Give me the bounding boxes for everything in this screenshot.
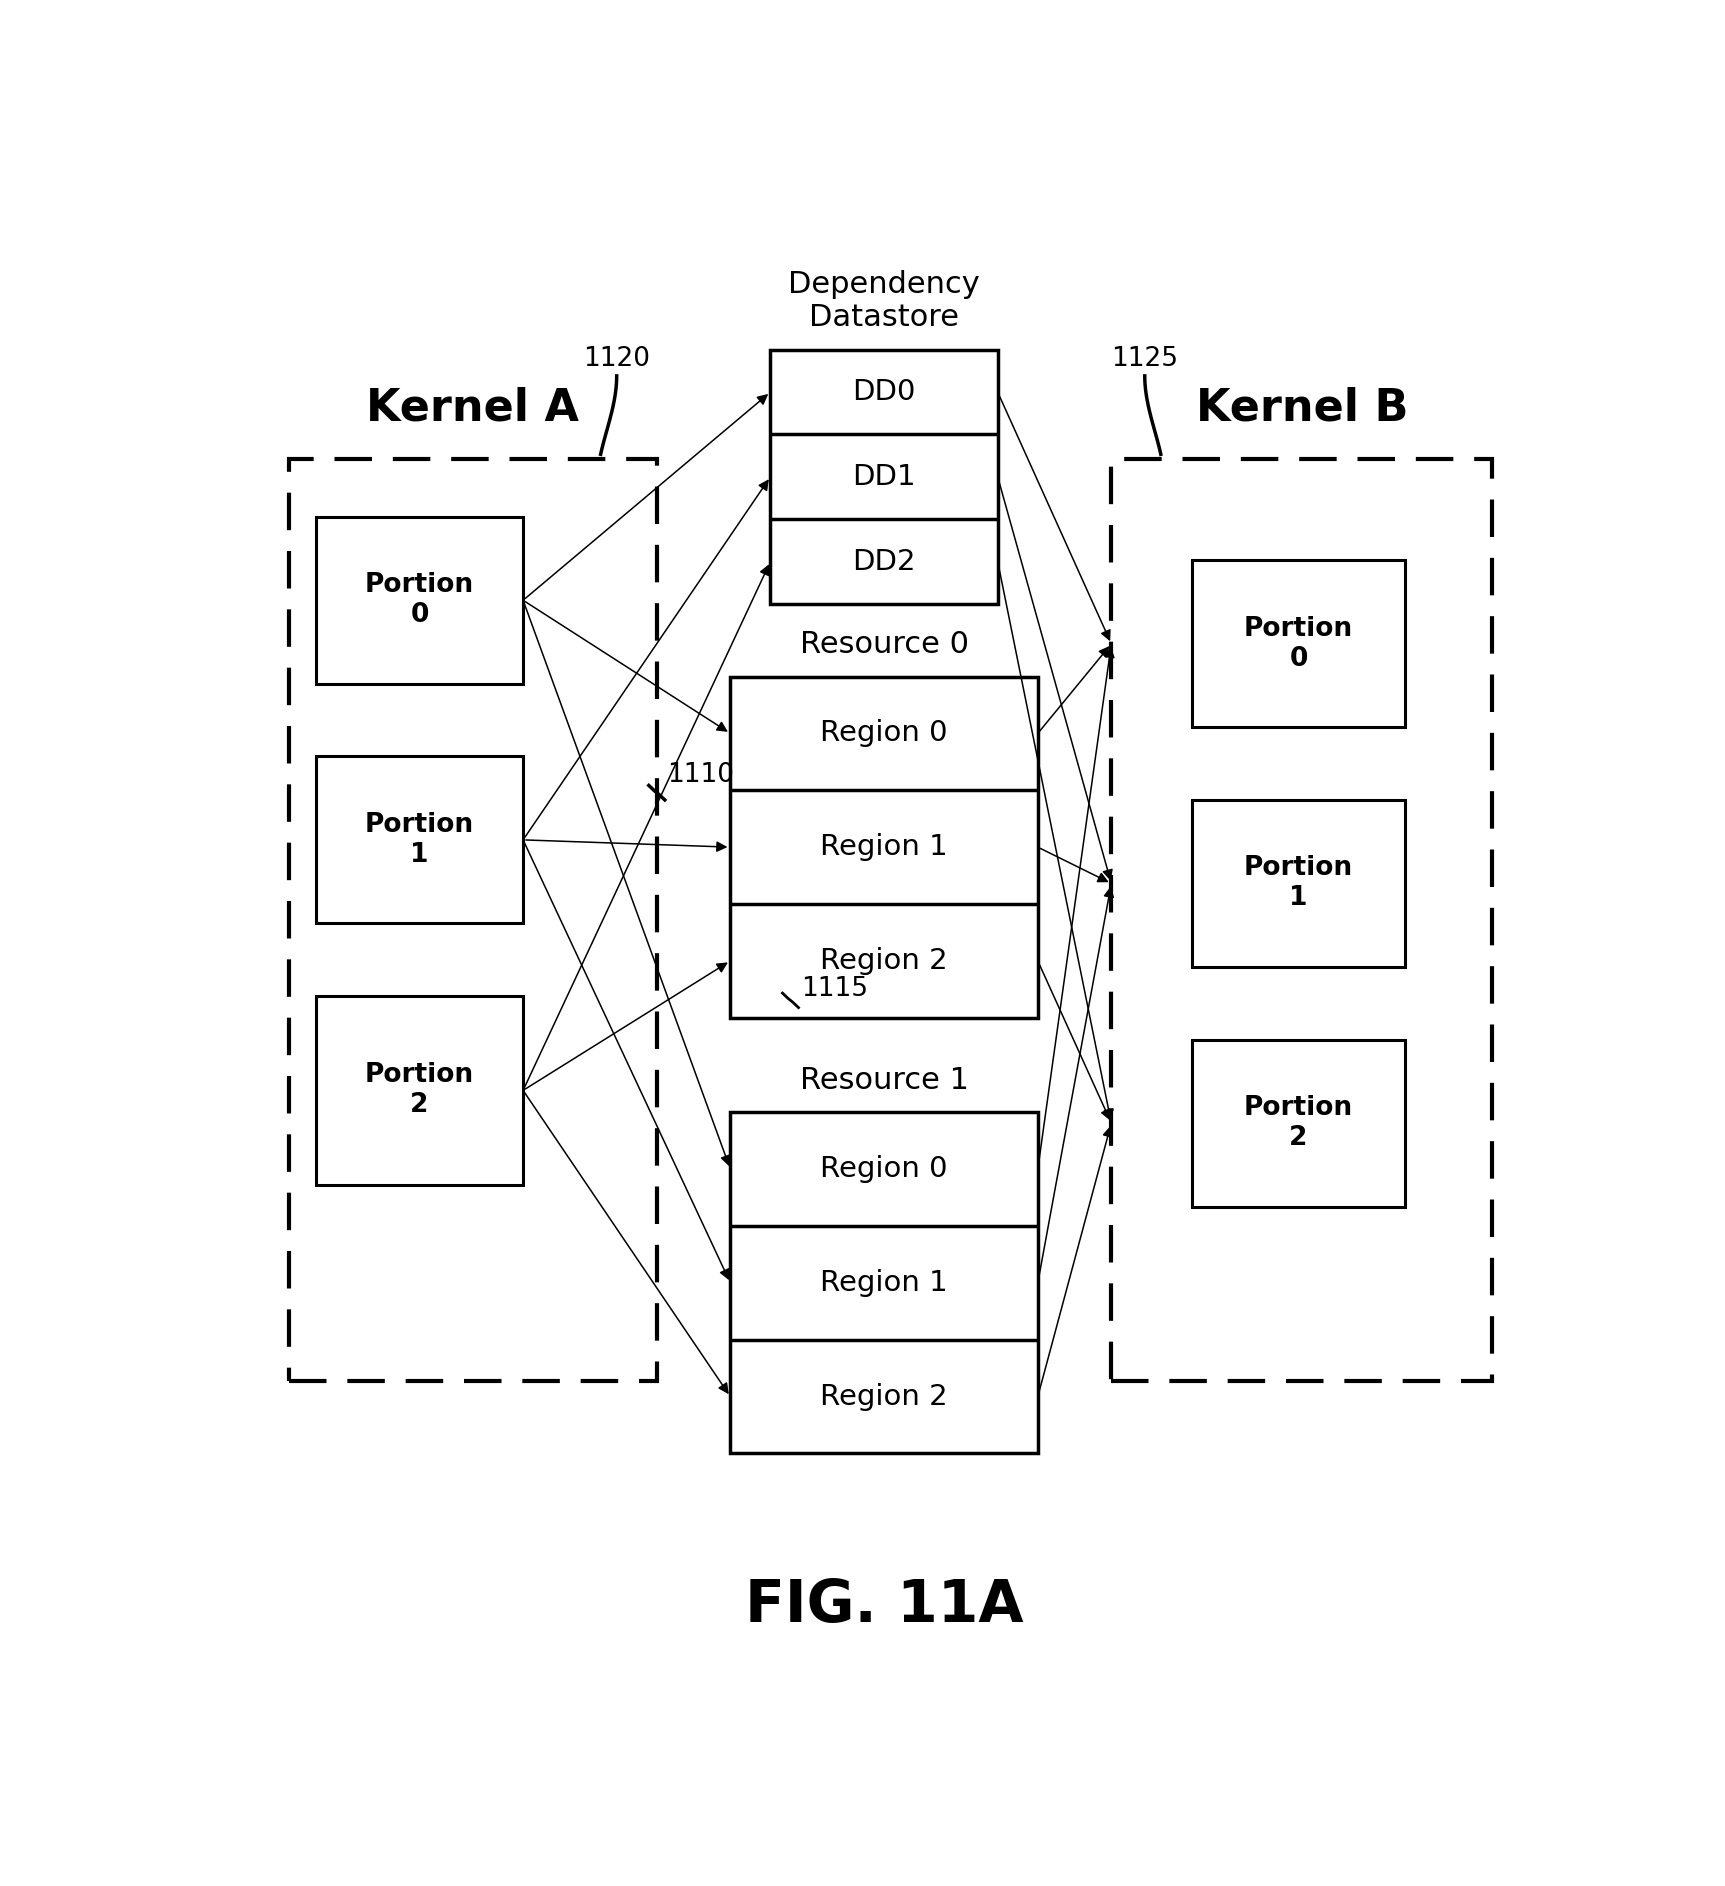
Bar bbox=[316, 517, 523, 685]
Text: Region 1: Region 1 bbox=[819, 834, 949, 862]
Text: 1125: 1125 bbox=[1111, 345, 1178, 372]
Bar bbox=[1111, 458, 1492, 1381]
Bar bbox=[730, 677, 1038, 1018]
Text: Portion
1: Portion 1 bbox=[366, 811, 474, 868]
Text: Region 1: Region 1 bbox=[819, 1269, 949, 1298]
Text: 1120: 1120 bbox=[583, 345, 650, 372]
Text: Region 0: Region 0 bbox=[821, 1154, 947, 1183]
Text: Portion
1: Portion 1 bbox=[1244, 856, 1352, 911]
Text: Portion
0: Portion 0 bbox=[366, 571, 474, 628]
Text: Resource 1: Resource 1 bbox=[800, 1066, 968, 1094]
Text: 1110: 1110 bbox=[668, 762, 735, 788]
Bar bbox=[730, 1113, 1038, 1454]
Bar bbox=[290, 458, 657, 1381]
Text: DD2: DD2 bbox=[852, 547, 916, 575]
Bar bbox=[1192, 560, 1406, 728]
Text: Portion
0: Portion 0 bbox=[1244, 617, 1352, 671]
Bar bbox=[1192, 800, 1406, 968]
Bar bbox=[316, 756, 523, 924]
Bar bbox=[1192, 1039, 1406, 1207]
Bar bbox=[316, 996, 523, 1184]
Text: Region 2: Region 2 bbox=[821, 947, 947, 975]
Text: Portion
2: Portion 2 bbox=[366, 1062, 474, 1118]
Text: FIG. 11A: FIG. 11A bbox=[745, 1577, 1023, 1635]
Text: DD0: DD0 bbox=[852, 377, 916, 405]
Text: Region 0: Region 0 bbox=[821, 719, 947, 747]
Bar bbox=[771, 349, 997, 604]
Text: Kernel B: Kernel B bbox=[1195, 387, 1408, 430]
Text: Kernel A: Kernel A bbox=[366, 387, 580, 430]
Text: 1115: 1115 bbox=[800, 975, 868, 1001]
Text: Dependency
Datastore: Dependency Datastore bbox=[788, 270, 980, 332]
Text: Portion
2: Portion 2 bbox=[1244, 1096, 1352, 1150]
Text: Region 2: Region 2 bbox=[821, 1382, 947, 1411]
Text: DD1: DD1 bbox=[852, 462, 916, 490]
Text: Resource 0: Resource 0 bbox=[800, 630, 968, 658]
